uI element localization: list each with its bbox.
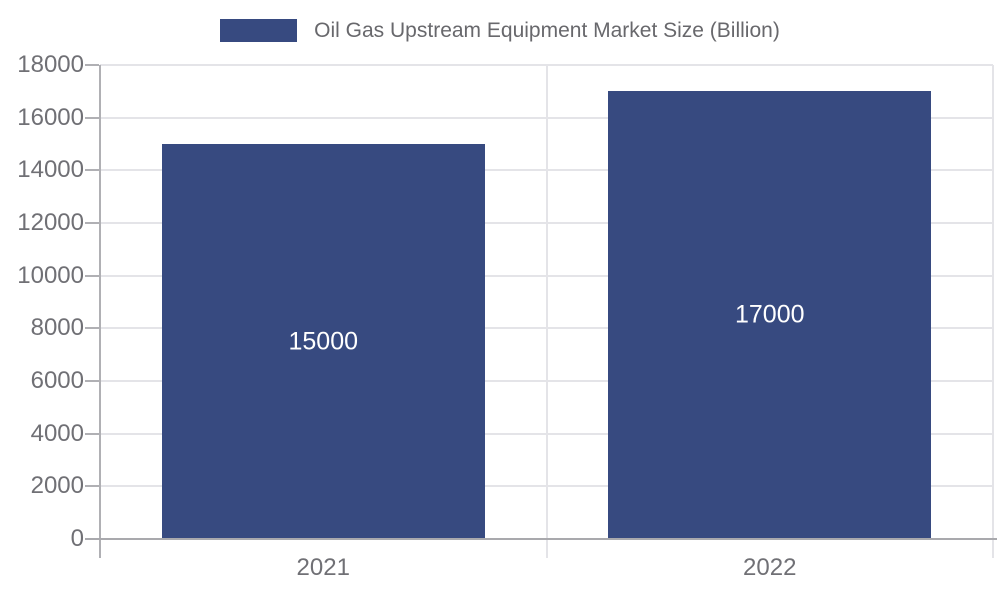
y-axis-tick [85, 380, 99, 382]
x-category-label: 2021 [296, 554, 350, 581]
y-axis-tick [85, 485, 99, 488]
y-tick-label: 6000 [30, 367, 84, 394]
y-axis-tick [85, 116, 99, 119]
y-tick-label: 10000 [17, 261, 84, 289]
y-tick-label: 12000 [17, 209, 84, 236]
y-axis-tick [85, 169, 99, 172]
y-tick-label: 4000 [30, 419, 84, 447]
category-axis-tick [545, 539, 548, 558]
y-axis-tick [85, 432, 99, 435]
legend-swatch [220, 19, 298, 42]
y-tick-label: 2000 [30, 472, 84, 500]
category-boundary-line [545, 65, 548, 539]
chart-legend[interactable]: Oil Gas Upstream Equipment Market Size (… [0, 19, 1000, 42]
bar-value-label: 15000 [288, 327, 359, 355]
bar-value-label: 17000 [734, 300, 805, 329]
category-boundary-line [992, 65, 994, 539]
y-tick-label: 14000 [17, 156, 84, 184]
y-tick-label: 18000 [17, 51, 84, 78]
y-axis-tick [85, 274, 99, 277]
x-category-label: 2022 [743, 554, 797, 581]
y-tick-label: 0 [70, 525, 84, 552]
y-tick-label: 8000 [30, 314, 84, 342]
y-axis-tick [85, 222, 99, 224]
category-axis-tick [992, 539, 994, 558]
y-axis-line [99, 65, 101, 558]
y-axis-tick [85, 327, 99, 330]
y-axis-tick [85, 64, 99, 66]
legend-label: Oil Gas Upstream Equipment Market Size (… [314, 18, 780, 42]
bar-2022[interactable] [608, 91, 932, 539]
x-axis-line [85, 538, 997, 540]
bar-2021[interactable] [161, 144, 485, 539]
y-tick-label: 16000 [17, 103, 84, 131]
